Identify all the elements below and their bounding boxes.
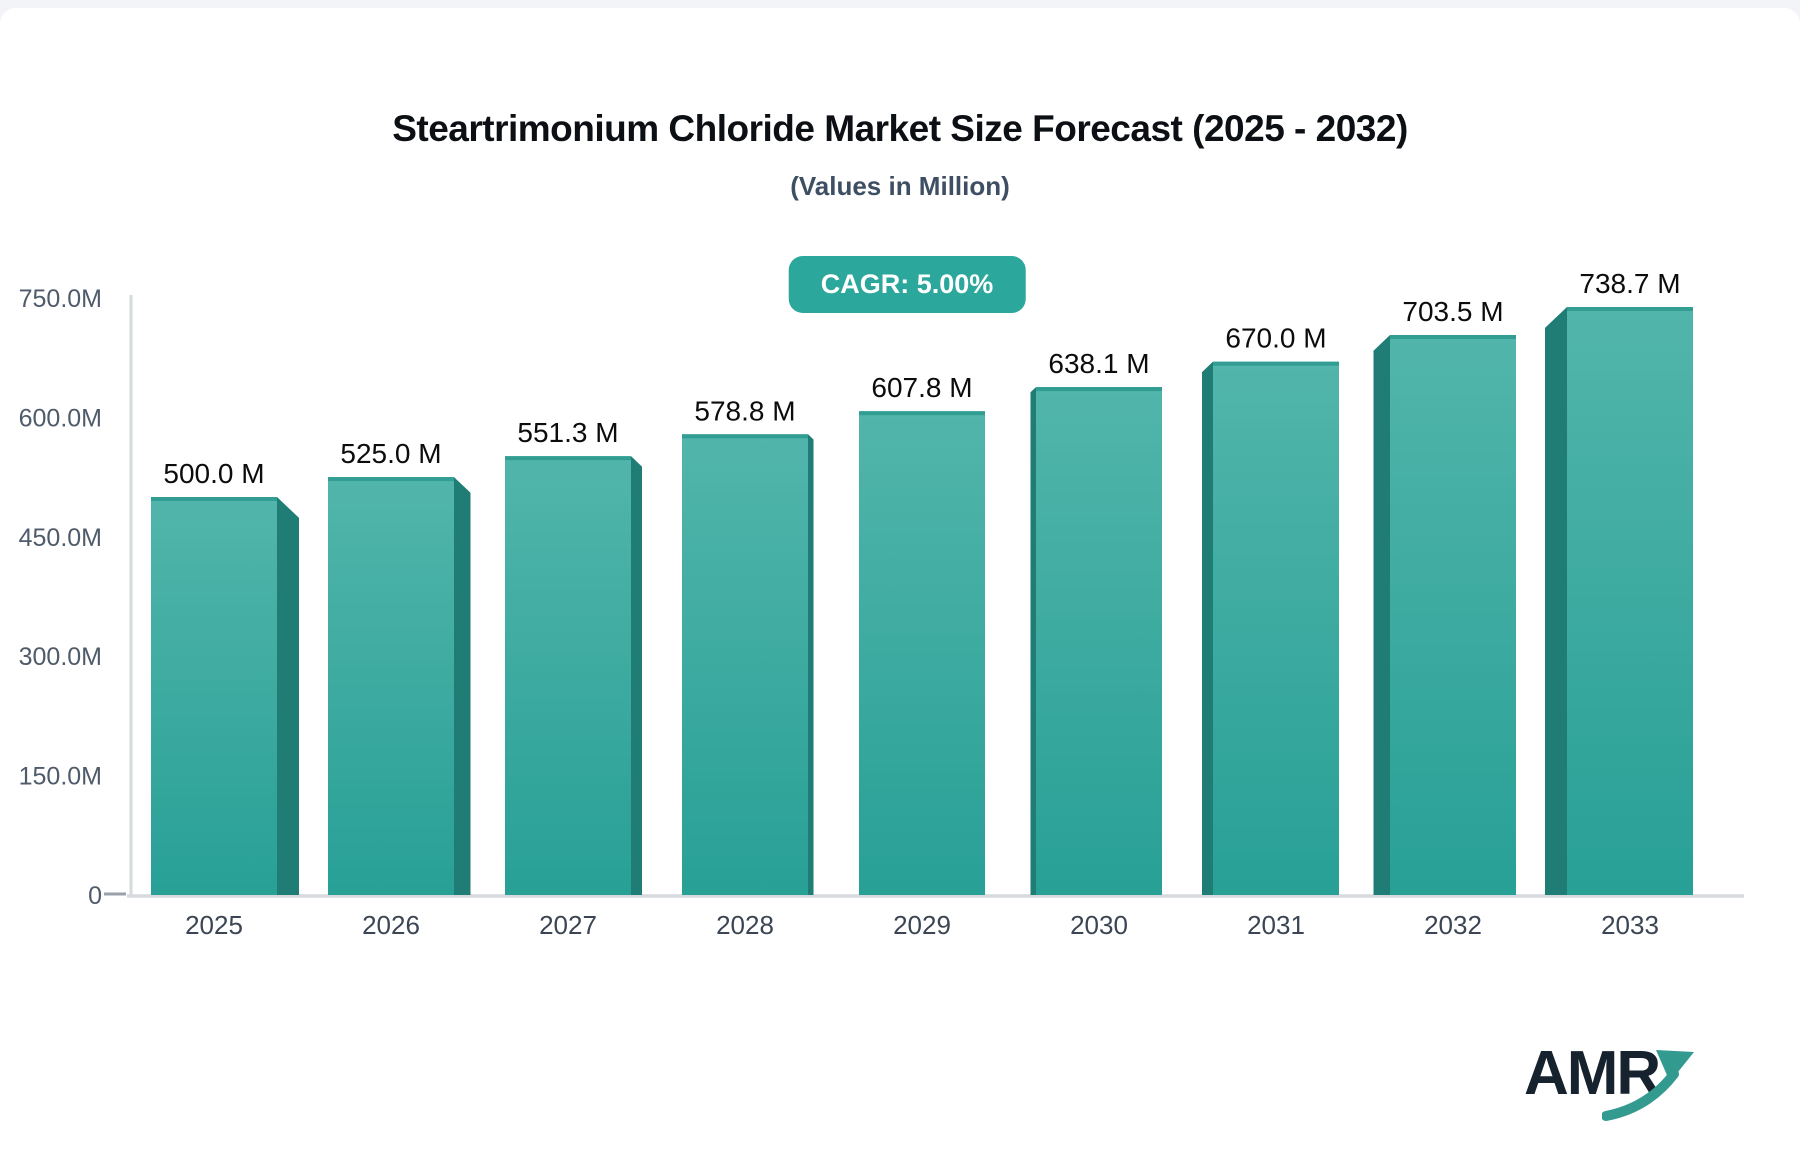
bar-top-edge [1567,306,1693,311]
bar-front-face [859,411,985,895]
bar-value-label: 525.0 M [340,438,441,469]
y-axis-label: 300.0M [19,643,102,671]
bar-side-face [808,434,814,895]
amr-logo-text: AMR [1524,1039,1661,1108]
y-axis-label: 0 [88,882,102,910]
bar-2028 [682,434,814,895]
bar-2026 [328,477,471,895]
chart-title: Steartrimonium Chloride Market Size Fore… [392,108,1408,149]
bar-value-label: 578.8 M [694,395,795,426]
x-axis-label: 2027 [539,910,597,940]
x-axis-label: 2029 [893,910,951,940]
bar-chart: 0 150.0M 300.0M 450.0M 600.0M 750.0M 500.0 M 20… [19,268,1744,940]
bar-front-face [1390,335,1516,895]
x-axis-label: 2028 [716,910,774,940]
bar-value-label: 703.5 M [1402,296,1503,327]
x-axis-label: 2025 [185,910,243,940]
bar-2032 [1373,335,1516,895]
bar-2025 [151,497,299,895]
x-axis-label: 2033 [1601,910,1659,940]
chart-subtitle: (Values in Million) [790,171,1010,201]
bar-front-face [505,456,631,895]
bar-value-label: 738.7 M [1579,268,1680,299]
y-axis-label: 450.0M [19,524,102,552]
bar-top-edge [328,477,454,482]
bar-front-face [1213,361,1339,895]
bar-front-face [1036,387,1162,895]
bar-front-face [1567,306,1693,895]
x-axis-label: 2032 [1424,910,1482,940]
bar-front-face [151,497,277,895]
bar-side-face [1373,335,1390,895]
y-axis-label: 600.0M [19,404,102,432]
bar-value-label: 670.0 M [1225,323,1326,354]
x-axis-label: 2026 [362,910,420,940]
y-axis-label: 750.0M [19,285,102,313]
bar-value-label: 500.0 M [163,458,264,489]
bar-value-label: 551.3 M [517,417,618,448]
bar-top-edge [682,434,808,439]
x-axis-label: 2030 [1070,910,1128,940]
bar-side-face [1202,361,1213,895]
bar-side-face [1030,387,1036,895]
bar-2031 [1202,361,1339,895]
bar-top-edge [1213,361,1339,366]
bar-top-edge [859,411,985,416]
bar-top-edge [505,456,631,461]
bar-2029 [859,411,985,895]
bar-value-label: 607.8 M [871,372,972,403]
y-axis-label: 150.0M [19,763,102,791]
cagr-badge: CAGR: 5.00% [788,256,1026,313]
bar-top-edge [151,497,277,501]
chart-card: Steartrimonium Chloride Market Size Fore… [0,8,1800,1156]
bar-2033 [1545,306,1693,895]
x-axis-label: 2031 [1247,910,1305,940]
bar-side-face [277,497,299,895]
bar-top-edge [1036,387,1162,392]
bar-front-face [682,434,808,895]
bar-side-face [1545,306,1567,895]
bar-value-label: 638.1 M [1048,348,1149,379]
bar-side-face [454,477,471,895]
bar-front-face [328,477,454,895]
bar-2027 [505,456,642,895]
amr-logo: AMR [1524,1038,1734,1128]
bar-2030 [1030,387,1162,895]
bar-side-face [631,456,642,895]
bar-top-edge [1390,335,1516,340]
growth-arrow-icon [1602,1050,1694,1121]
